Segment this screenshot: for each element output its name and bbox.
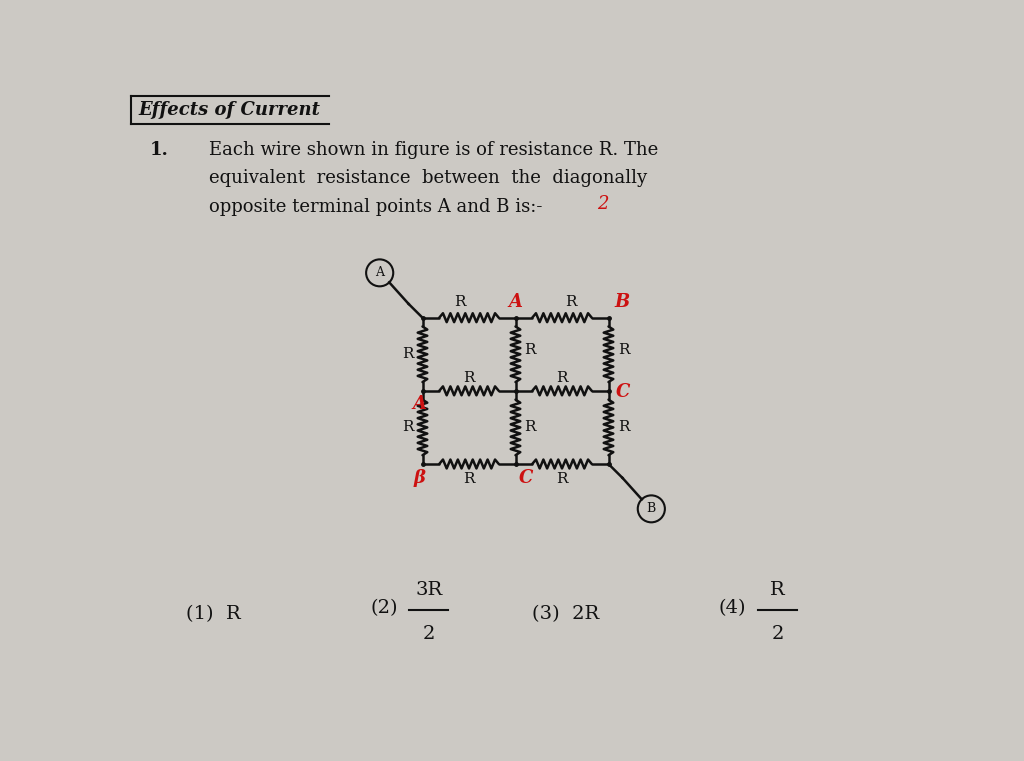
Text: Each wire shown in figure is of resistance R. The: Each wire shown in figure is of resistan… <box>209 141 658 158</box>
Text: A: A <box>413 396 426 413</box>
Text: (1)  R: (1) R <box>186 605 241 623</box>
Text: R: R <box>617 343 630 358</box>
Text: (3)  2R: (3) 2R <box>532 605 599 623</box>
Text: β: β <box>414 470 425 487</box>
Text: 2: 2 <box>423 625 435 643</box>
Text: R: R <box>463 371 475 385</box>
Text: 3R: 3R <box>415 581 442 599</box>
Text: R: R <box>556 473 567 486</box>
Text: R: R <box>463 473 475 486</box>
Text: (2): (2) <box>370 599 397 617</box>
Text: A: A <box>375 266 384 279</box>
Text: 1.: 1. <box>150 141 169 158</box>
Text: 2: 2 <box>597 196 608 213</box>
Text: R: R <box>401 420 414 435</box>
Text: R: R <box>454 295 466 309</box>
Text: (4): (4) <box>719 599 746 617</box>
Text: equivalent  resistance  between  the  diagonally: equivalent resistance between the diagon… <box>209 169 647 187</box>
Text: R: R <box>524 343 536 358</box>
Text: R: R <box>770 581 784 599</box>
Text: R: R <box>617 420 630 435</box>
Text: R: R <box>524 420 536 435</box>
Text: C: C <box>616 384 631 401</box>
Text: C: C <box>518 470 532 487</box>
Text: R: R <box>565 295 578 309</box>
Text: R: R <box>556 371 567 385</box>
Text: opposite terminal points A and B is:-: opposite terminal points A and B is:- <box>209 198 543 215</box>
Text: B: B <box>614 293 630 310</box>
Text: R: R <box>401 347 414 361</box>
Text: 2: 2 <box>771 625 783 643</box>
Text: A: A <box>509 293 522 310</box>
Text: Effects of Current: Effects of Current <box>139 101 321 119</box>
Text: B: B <box>647 502 656 515</box>
